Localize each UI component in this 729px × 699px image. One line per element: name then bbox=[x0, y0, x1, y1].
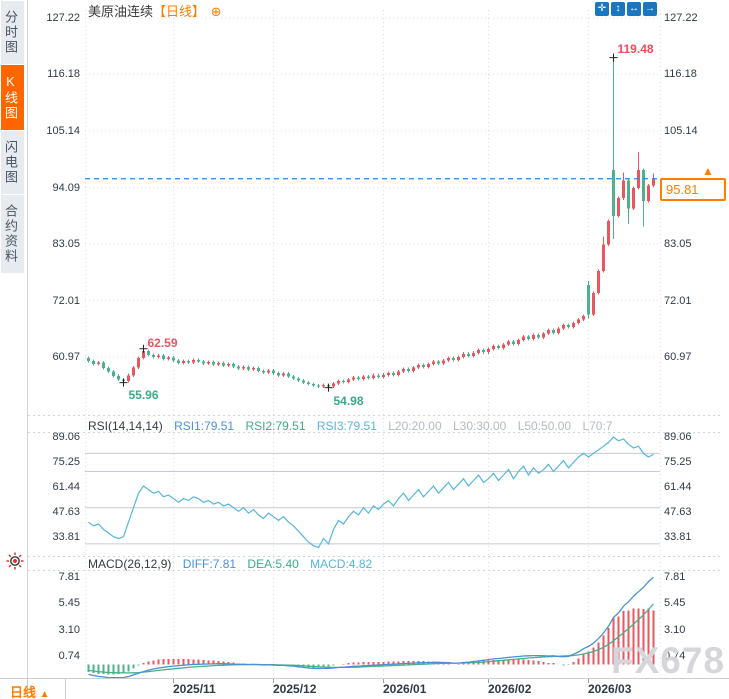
chart-type-sidebar: 分时图 K线图 闪电图 合约资料 bbox=[0, 0, 28, 699]
fit-vertical-icon[interactable]: ↕ bbox=[611, 2, 625, 16]
sidebar-tab-1[interactable]: K线图 bbox=[1, 65, 24, 130]
macd-tick-right: 3.10 bbox=[664, 623, 686, 636]
fit-horizontal-icon[interactable]: ↔ bbox=[627, 2, 641, 16]
exit-chart-icon[interactable]: → bbox=[643, 2, 657, 16]
period-selector[interactable]: 日线 ▲ bbox=[10, 685, 50, 699]
period-tag: 【日线】 bbox=[153, 4, 206, 19]
rsi-l50: L50:50.00 bbox=[517, 419, 572, 433]
pivot-label: 62.59 bbox=[147, 335, 178, 350]
rsi-tick-left: 33.81 bbox=[52, 531, 80, 543]
rsi-tick-right: 33.81 bbox=[664, 531, 692, 543]
price-tick-right: 116.18 bbox=[664, 68, 697, 81]
axis-separator bbox=[65, 679, 66, 699]
price-tick-left: 127.22 bbox=[46, 12, 80, 24]
date-label-3: 2026/02 bbox=[488, 682, 532, 696]
macd-macd-value: MACD:4.82 bbox=[310, 557, 373, 571]
rsi-header: RSI(14,14,14) RSI1:79.51 RSI2:79.51 RSI3… bbox=[88, 419, 612, 433]
date-tick bbox=[273, 679, 274, 683]
price-tick-left: 105.14 bbox=[46, 124, 80, 137]
rsi-l30: L30:30.00 bbox=[452, 419, 507, 433]
rsi-l20: L20:20.00 bbox=[388, 419, 442, 433]
rsi-tick-left: 47.63 bbox=[52, 505, 80, 518]
macd-tick-left: 3.10 bbox=[58, 623, 80, 636]
date-tick bbox=[588, 679, 589, 683]
time-axis-bar: 日线 ▲ 2025/11 2025/12 2026/01 2026/02 2026/03 bbox=[0, 678, 729, 699]
macd-tick-right: 5.45 bbox=[664, 597, 686, 610]
date-label-2: 2026/01 bbox=[383, 682, 427, 696]
sidebar-tab-0[interactable]: 分时图 bbox=[1, 1, 24, 64]
macd-tick-right: 0.74 bbox=[664, 650, 686, 663]
rsi1-value: RSI1:79.51 bbox=[174, 419, 235, 433]
symbol-name: 美原油连续 bbox=[88, 4, 154, 19]
macd-name: MACD(26,12,9) bbox=[88, 557, 172, 571]
price-tick-right: 127.22 bbox=[664, 12, 698, 24]
pivot-label: 55.96 bbox=[128, 387, 159, 402]
rsi3-value: RSI3:79.51 bbox=[316, 419, 377, 433]
axis-separator bbox=[27, 679, 28, 699]
price-tick-left: 60.97 bbox=[52, 351, 80, 363]
macd-tick-left: 5.45 bbox=[58, 597, 80, 610]
rsi-tick-right: 75.25 bbox=[664, 455, 692, 468]
macd-tick-left: 7.81 bbox=[58, 571, 80, 584]
rsi-name: RSI(14,14,14) bbox=[88, 419, 163, 433]
price-tick-right: 60.97 bbox=[664, 351, 692, 363]
macd-tick-left: 0.74 bbox=[58, 650, 80, 663]
pan-crosshair-icon[interactable]: ✛ bbox=[595, 2, 609, 16]
rsi-tick-right: 89.06 bbox=[664, 431, 692, 443]
price-tick-left: 83.05 bbox=[52, 238, 80, 251]
price-up-marker-icon: ▲ bbox=[702, 164, 714, 178]
price-tick-right: 105.14 bbox=[664, 124, 698, 137]
macd-dea-value: DEA:5.40 bbox=[247, 557, 299, 571]
indicator-settings-sun-icon[interactable] bbox=[6, 552, 24, 570]
rsi-tick-left: 61.44 bbox=[52, 480, 80, 493]
pivot-label: 119.48 bbox=[617, 41, 654, 56]
rsi2-value: RSI2:79.51 bbox=[245, 419, 306, 433]
rsi-tick-left: 89.06 bbox=[52, 431, 80, 443]
price-tick-right: 72.01 bbox=[664, 294, 692, 307]
macd-diff-value: DIFF:7.81 bbox=[182, 557, 237, 571]
add-compare-icon[interactable]: ⊕ bbox=[210, 4, 222, 19]
price-tick-right: 83.05 bbox=[664, 238, 692, 251]
date-tick bbox=[173, 679, 174, 683]
chart-title: 美原油连续【日线】 ⊕ bbox=[88, 1, 222, 20]
price-tick-left: 94.09 bbox=[52, 181, 80, 194]
date-tick bbox=[488, 679, 489, 683]
macd-header: MACD(26,12,9) DIFF:7.81 DEA:5.40 MACD:4.… bbox=[88, 557, 372, 571]
date-label-4: 2026/03 bbox=[588, 682, 632, 696]
sidebar-tab-2[interactable]: 闪电图 bbox=[1, 131, 24, 194]
macd-tick-right: 7.81 bbox=[664, 571, 686, 584]
chart-toolbar: ✛ ↕ ↔ → bbox=[595, 2, 657, 16]
pivot-label: 54.98 bbox=[333, 393, 364, 408]
current-price-tag: 95.81 bbox=[660, 178, 726, 201]
rsi-tick-right: 47.63 bbox=[664, 505, 692, 518]
price-tick-left: 72.01 bbox=[52, 294, 80, 307]
watermark: FX678 bbox=[610, 640, 725, 681]
price-tick-left: 116.18 bbox=[47, 68, 80, 81]
date-label-1: 2025/12 bbox=[273, 682, 317, 696]
rsi-l70: L70:7 bbox=[582, 419, 613, 433]
rsi-tick-left: 75.25 bbox=[52, 455, 80, 468]
sidebar-tab-3[interactable]: 合约资料 bbox=[1, 195, 24, 273]
date-tick bbox=[383, 679, 384, 683]
rsi-tick-right: 61.44 bbox=[664, 480, 692, 493]
period-dropdown-arrow-icon: ▲ bbox=[39, 689, 50, 699]
date-label-0: 2025/11 bbox=[173, 682, 216, 696]
